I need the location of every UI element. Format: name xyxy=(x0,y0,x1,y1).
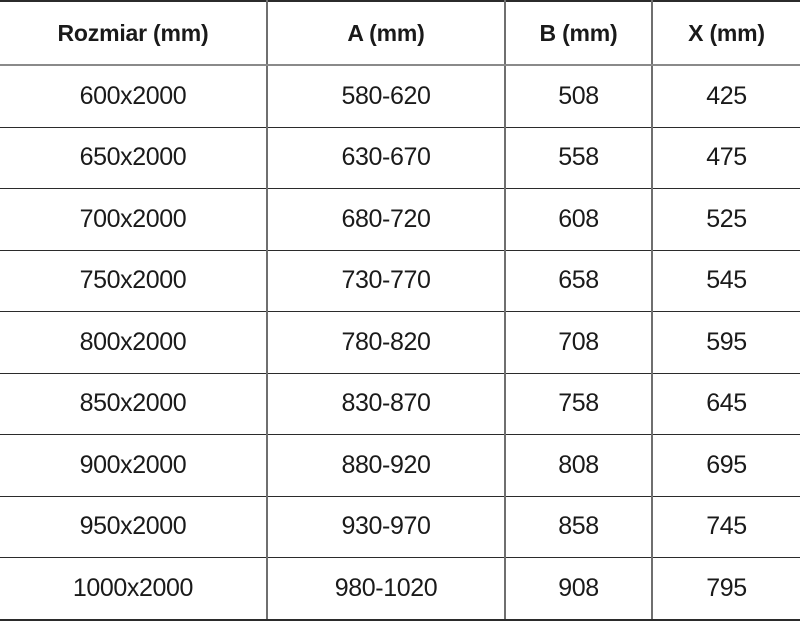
cell-size-value: 600x2000 xyxy=(79,81,187,110)
table-row: 700x2000 680-720 608 525 xyxy=(0,188,800,251)
cell-x-value: 525 xyxy=(706,204,747,233)
column-header-x: X (mm) xyxy=(651,0,800,66)
cell-b: 608 xyxy=(504,188,653,251)
cell-b-value: 608 xyxy=(558,204,599,233)
cell-b: 808 xyxy=(504,434,653,497)
cell-x: 595 xyxy=(651,311,800,374)
cell-x-value: 795 xyxy=(706,573,747,602)
cell-b-value: 808 xyxy=(558,450,599,479)
cell-a: 630-670 xyxy=(266,126,506,189)
table-row: 800x2000 780-820 708 595 xyxy=(0,311,800,374)
cell-b-value: 908 xyxy=(558,573,599,602)
column-header-size-label: Rozmiar (mm) xyxy=(57,19,209,46)
cell-b-value: 708 xyxy=(558,327,599,356)
cell-b-value: 758 xyxy=(558,389,599,418)
cell-b: 908 xyxy=(504,557,653,621)
cell-a-value: 780-820 xyxy=(341,327,431,356)
cell-x: 795 xyxy=(651,557,800,621)
cell-size: 900x2000 xyxy=(0,434,268,497)
table-row: 900x2000 880-920 808 695 xyxy=(0,434,800,497)
cell-size: 800x2000 xyxy=(0,311,268,374)
cell-size: 700x2000 xyxy=(0,188,268,251)
cell-size-value: 900x2000 xyxy=(79,450,187,479)
cell-x: 545 xyxy=(651,249,800,312)
header-row: Rozmiar (mm) A (mm) B (mm) X (mm) xyxy=(0,0,800,66)
cell-size: 750x2000 xyxy=(0,249,268,312)
cell-b-value: 858 xyxy=(558,512,599,541)
cell-size-value: 650x2000 xyxy=(79,143,187,172)
cell-a-value: 930-970 xyxy=(341,512,431,541)
cell-a: 780-820 xyxy=(266,311,506,374)
table-row: 850x2000 830-870 758 645 xyxy=(0,372,800,435)
column-header-a-label: A (mm) xyxy=(347,19,425,46)
column-header-b: B (mm) xyxy=(504,0,653,66)
cell-a-value: 630-670 xyxy=(341,143,431,172)
cell-x-value: 545 xyxy=(706,266,747,295)
cell-a: 830-870 xyxy=(266,372,506,435)
cell-x: 475 xyxy=(651,126,800,189)
cell-b: 758 xyxy=(504,372,653,435)
cell-x: 745 xyxy=(651,495,800,558)
cell-a: 980-1020 xyxy=(266,557,506,621)
cell-size-value: 950x2000 xyxy=(79,512,187,541)
cell-size: 850x2000 xyxy=(0,372,268,435)
cell-a: 680-720 xyxy=(266,188,506,251)
table-row: 650x2000 630-670 558 475 xyxy=(0,126,800,189)
cell-size-value: 750x2000 xyxy=(79,266,187,295)
cell-a-value: 580-620 xyxy=(341,81,431,110)
column-header-b-label: B (mm) xyxy=(539,19,618,46)
cell-size: 600x2000 xyxy=(0,64,268,128)
cell-x: 425 xyxy=(651,64,800,128)
table-row: 950x2000 930-970 858 745 xyxy=(0,495,800,558)
cell-a-value: 830-870 xyxy=(341,389,431,418)
cell-b: 858 xyxy=(504,495,653,558)
cell-size-value: 850x2000 xyxy=(79,389,187,418)
table-header: Rozmiar (mm) A (mm) B (mm) X (mm) xyxy=(0,0,800,66)
table-body: 600x2000 580-620 508 425 650x2000 630-67… xyxy=(0,64,800,621)
cell-x: 525 xyxy=(651,188,800,251)
cell-size-value: 1000x2000 xyxy=(72,573,194,602)
cell-size: 650x2000 xyxy=(0,126,268,189)
cell-size-value: 800x2000 xyxy=(79,327,187,356)
cell-x-value: 425 xyxy=(706,81,747,110)
cell-a: 580-620 xyxy=(266,64,506,128)
column-header-a: A (mm) xyxy=(266,0,506,66)
cell-a: 930-970 xyxy=(266,495,506,558)
cell-a-value: 680-720 xyxy=(341,204,431,233)
cell-size: 950x2000 xyxy=(0,495,268,558)
cell-a-value: 880-920 xyxy=(341,450,431,479)
cell-b-value: 558 xyxy=(558,143,599,172)
cell-b: 658 xyxy=(504,249,653,312)
cell-x: 695 xyxy=(651,434,800,497)
cell-b: 708 xyxy=(504,311,653,374)
cell-x-value: 645 xyxy=(706,389,747,418)
cell-x-value: 745 xyxy=(706,512,747,541)
cell-a: 880-920 xyxy=(266,434,506,497)
table-row: 600x2000 580-620 508 425 xyxy=(0,64,800,128)
cell-size: 1000x2000 xyxy=(0,557,268,621)
cell-b-value: 658 xyxy=(558,266,599,295)
cell-b: 558 xyxy=(504,126,653,189)
cell-a: 730-770 xyxy=(266,249,506,312)
cell-x: 645 xyxy=(651,372,800,435)
cell-a-value: 980-1020 xyxy=(334,573,438,602)
cell-size-value: 700x2000 xyxy=(79,204,187,233)
column-header-x-label: X (mm) xyxy=(688,19,765,46)
cell-x-value: 695 xyxy=(706,450,747,479)
table-row: 1000x2000 980-1020 908 795 xyxy=(0,557,800,621)
cell-a-value: 730-770 xyxy=(341,266,431,295)
cell-b: 508 xyxy=(504,64,653,128)
column-header-size: Rozmiar (mm) xyxy=(0,0,268,66)
cell-b-value: 508 xyxy=(558,81,599,110)
cell-x-value: 595 xyxy=(706,327,747,356)
cell-x-value: 475 xyxy=(706,143,747,172)
table-row: 750x2000 730-770 658 545 xyxy=(0,249,800,312)
